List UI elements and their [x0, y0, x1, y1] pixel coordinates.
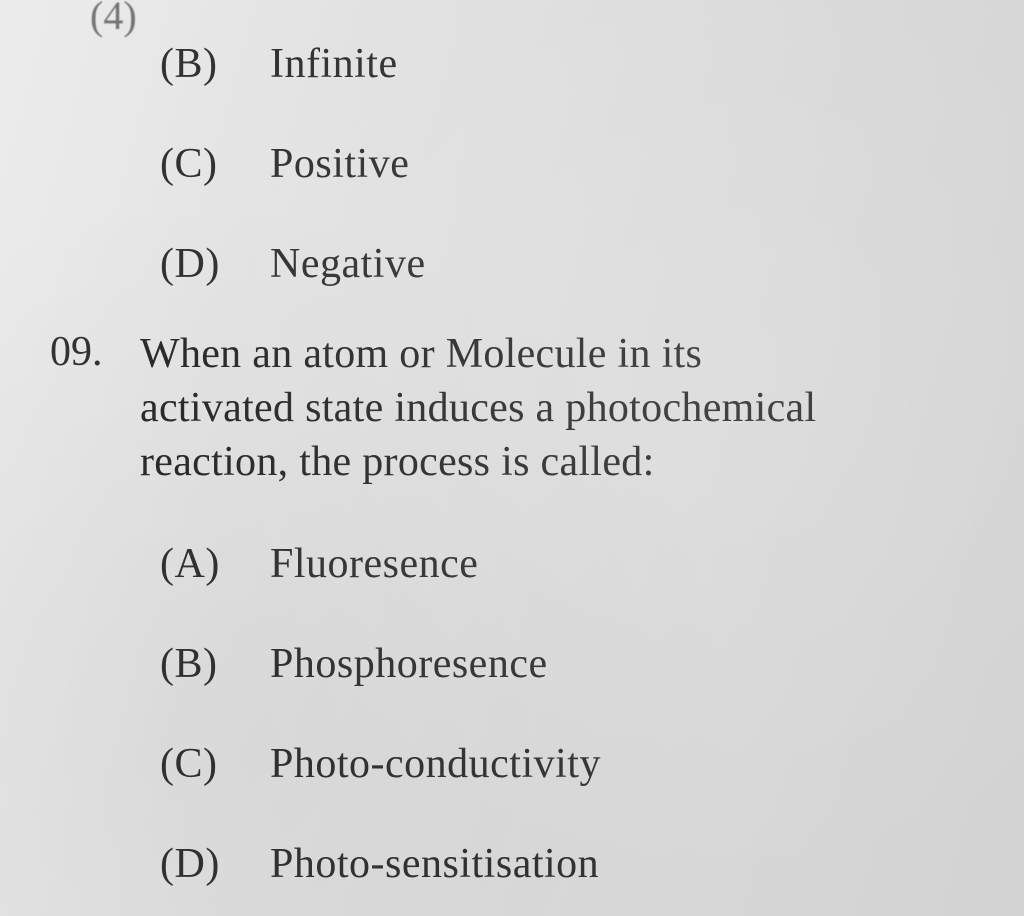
option-text: Positive — [270, 140, 409, 188]
option-label: (D) — [160, 840, 230, 888]
option-label: (C) — [160, 740, 230, 788]
option-label: (B) — [160, 640, 230, 688]
option-text: Infinite — [270, 40, 398, 88]
option-label: (D) — [160, 240, 230, 288]
option-label: (A) — [160, 540, 230, 588]
question-line-2: activated state induces a photochemical — [140, 382, 990, 435]
prev-option-d: (D) Negative — [160, 240, 426, 288]
option-c: (C) Photo-conductivity — [160, 740, 601, 788]
option-d: (D) Photo-sensitisation — [160, 840, 599, 888]
prev-option-c: (C) Positive — [160, 140, 409, 188]
option-b: (B) Phosphoresence — [160, 640, 548, 688]
partial-prev-marker: (4) — [90, 0, 137, 39]
question-line-1: When an atom or Molecule in its — [140, 328, 990, 381]
option-text: Phosphoresence — [270, 640, 548, 688]
option-text: Negative — [270, 240, 426, 288]
option-text: Photo-conductivity — [270, 740, 601, 788]
question-number: 09. — [50, 328, 103, 376]
option-label: (C) — [160, 140, 230, 188]
option-text: Fluoresence — [270, 540, 478, 588]
prev-option-b: (B) Infinite — [160, 40, 398, 88]
option-a: (A) Fluoresence — [160, 540, 478, 588]
option-label: (B) — [160, 40, 230, 88]
option-text: Photo-sensitisation — [270, 840, 599, 888]
scanned-page: (4) (B) Infinite (C) Positive (D) Negati… — [0, 0, 1024, 916]
question-line-3: reaction, the process is called: — [140, 436, 990, 489]
